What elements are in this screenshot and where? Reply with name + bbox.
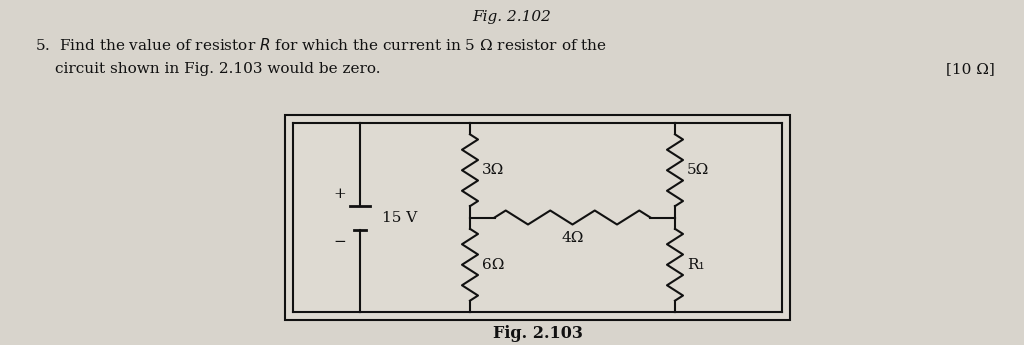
Text: [10 Ω]: [10 Ω] bbox=[946, 62, 995, 76]
Text: 4Ω: 4Ω bbox=[561, 231, 584, 246]
Text: +: + bbox=[334, 187, 346, 200]
Text: 5.  Find the value of resistor $R$ for which the current in 5 Ω resistor of the: 5. Find the value of resistor $R$ for wh… bbox=[35, 37, 607, 53]
Text: 3Ω: 3Ω bbox=[482, 163, 504, 177]
Text: Fig. 2.103: Fig. 2.103 bbox=[493, 325, 583, 342]
Text: −: − bbox=[334, 235, 346, 248]
Text: 5Ω: 5Ω bbox=[687, 163, 710, 177]
Text: circuit shown in Fig. 2.103 would be zero.: circuit shown in Fig. 2.103 would be zer… bbox=[55, 62, 381, 76]
Text: 6Ω: 6Ω bbox=[482, 258, 505, 272]
Text: R₁: R₁ bbox=[687, 258, 705, 272]
Bar bbox=[285, 115, 790, 320]
Text: Fig. 2.102: Fig. 2.102 bbox=[472, 10, 552, 24]
Text: 15 V: 15 V bbox=[382, 210, 417, 225]
